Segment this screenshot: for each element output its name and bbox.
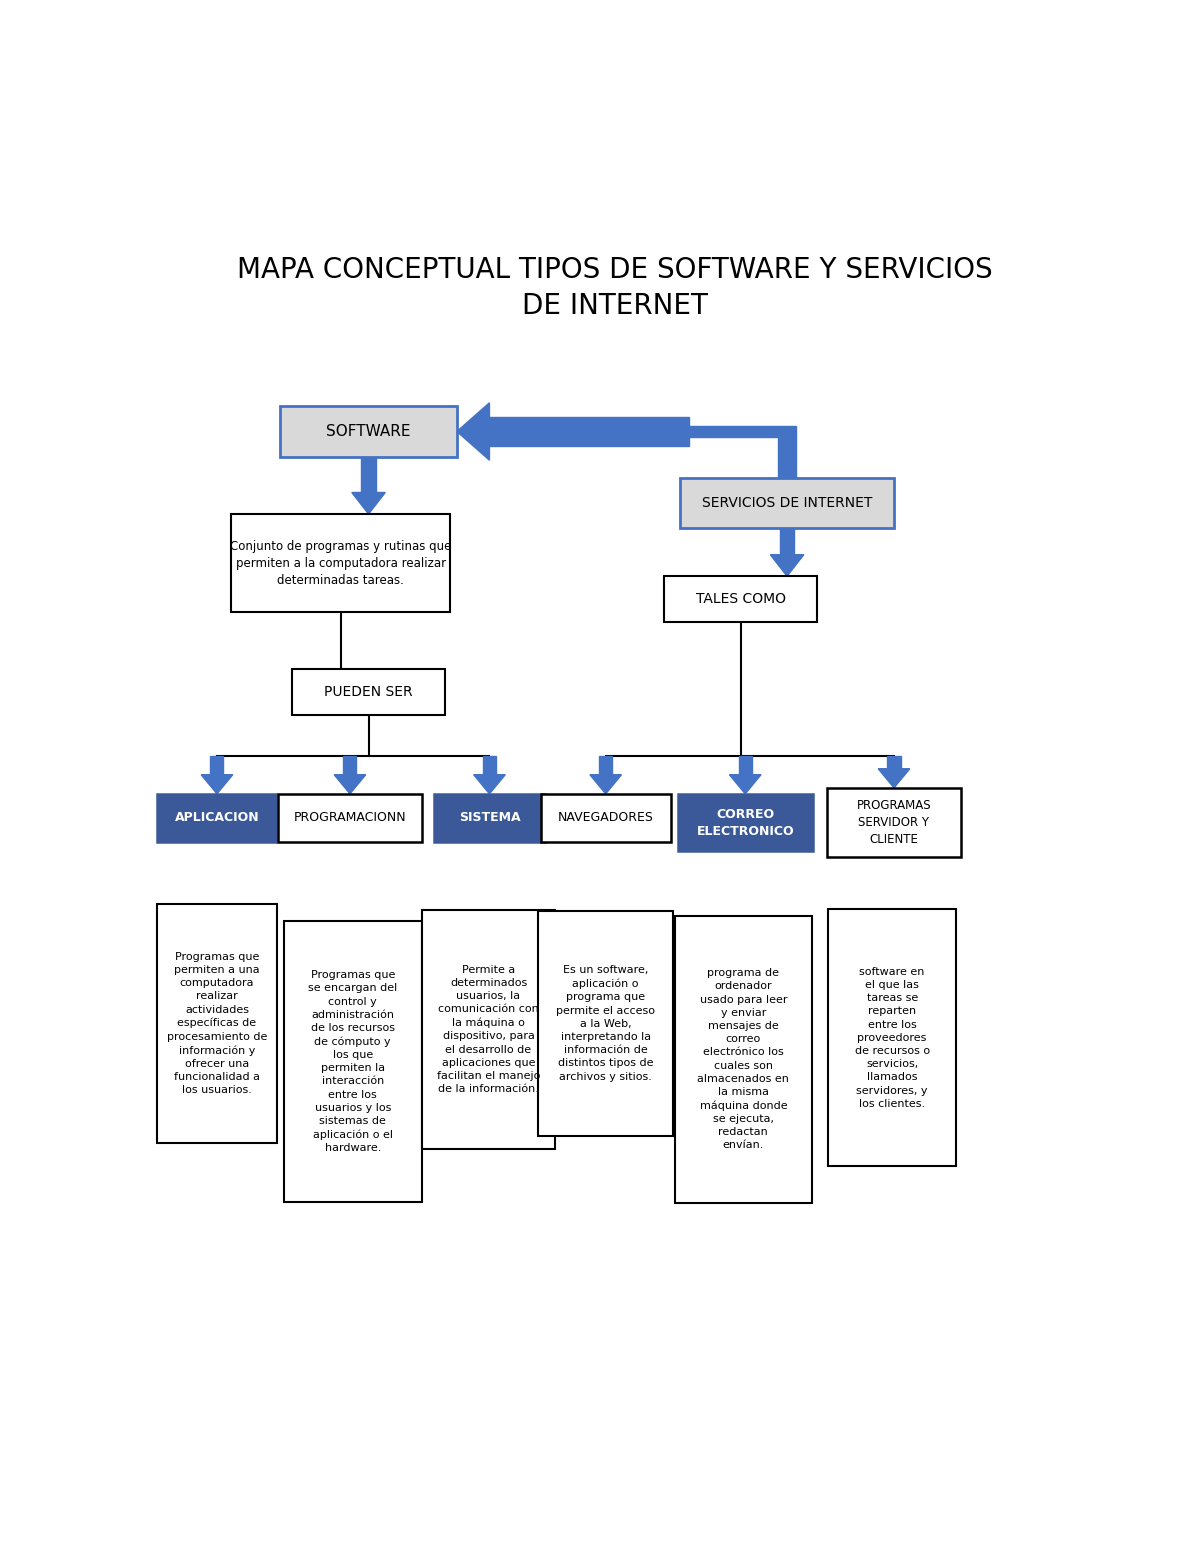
Polygon shape (778, 426, 797, 528)
FancyBboxPatch shape (678, 794, 812, 851)
FancyBboxPatch shape (827, 787, 961, 857)
Polygon shape (343, 756, 356, 775)
FancyBboxPatch shape (232, 514, 450, 612)
Polygon shape (590, 775, 622, 794)
Polygon shape (599, 756, 612, 775)
Polygon shape (210, 756, 223, 775)
FancyBboxPatch shape (278, 794, 422, 842)
Text: SOFTWARE: SOFTWARE (326, 424, 410, 439)
Polygon shape (490, 416, 690, 446)
FancyBboxPatch shape (281, 407, 457, 457)
Polygon shape (474, 775, 505, 794)
Text: SERVICIOS DE INTERNET: SERVICIOS DE INTERNET (702, 497, 872, 511)
Text: Conjunto de programas y rutinas que
permiten a la computadora realizar
determina: Conjunto de programas y rutinas que perm… (230, 539, 451, 587)
Polygon shape (457, 402, 490, 460)
FancyBboxPatch shape (540, 794, 671, 842)
Polygon shape (334, 775, 366, 794)
Polygon shape (202, 775, 233, 794)
FancyBboxPatch shape (284, 921, 421, 1202)
Text: PROGRAMAS
SERVIDOR Y
CLIENTE: PROGRAMAS SERVIDOR Y CLIENTE (857, 800, 931, 846)
Polygon shape (361, 457, 376, 492)
FancyBboxPatch shape (674, 916, 812, 1202)
Text: Permite a
determinados
usuarios, la
comunicación con
la máquina o
dispositivo, p: Permite a determinados usuarios, la comu… (437, 964, 540, 1095)
Text: MAPA CONCEPTUAL TIPOS DE SOFTWARE Y SERVICIOS: MAPA CONCEPTUAL TIPOS DE SOFTWARE Y SERV… (238, 256, 992, 284)
Polygon shape (352, 492, 385, 514)
Text: SISTEMA: SISTEMA (458, 811, 521, 825)
Polygon shape (730, 775, 761, 794)
Polygon shape (739, 756, 751, 775)
Text: PUEDEN SER: PUEDEN SER (324, 685, 413, 699)
Text: APLICACION: APLICACION (175, 811, 259, 825)
Polygon shape (690, 426, 778, 438)
FancyBboxPatch shape (433, 794, 545, 842)
FancyBboxPatch shape (539, 912, 673, 1135)
Text: TALES COMO: TALES COMO (696, 592, 786, 606)
Polygon shape (780, 528, 794, 554)
FancyBboxPatch shape (680, 478, 894, 528)
Text: Es un software,
aplicación o
programa que
permite el acceso
a la Web,
interpreta: Es un software, aplicación o programa qu… (557, 966, 655, 1081)
Text: Programas que
permiten a una
computadora
realizar
actividades
específicas de
pro: Programas que permiten a una computadora… (167, 952, 268, 1095)
Text: NAVEGADORES: NAVEGADORES (558, 811, 654, 825)
Polygon shape (770, 554, 804, 576)
Polygon shape (482, 756, 496, 775)
Text: Programas que
se encargan del
control y
administración
de los recursos
de cómput: Programas que se encargan del control y … (308, 971, 397, 1154)
FancyBboxPatch shape (156, 904, 277, 1143)
FancyBboxPatch shape (422, 910, 554, 1149)
FancyBboxPatch shape (292, 669, 445, 714)
FancyBboxPatch shape (664, 576, 817, 621)
Polygon shape (878, 769, 910, 787)
Text: software en
el que las
tareas se
reparten
entre los
proveedores
de recursos o
se: software en el que las tareas se reparte… (854, 968, 930, 1109)
Polygon shape (888, 756, 900, 769)
Text: programa de
ordenador
usado para leer
y enviar
mensajes de
correo
electrónico lo: programa de ordenador usado para leer y … (697, 968, 790, 1151)
Text: CORREO
ELECTRONICO: CORREO ELECTRONICO (696, 808, 794, 837)
FancyBboxPatch shape (157, 794, 276, 842)
FancyBboxPatch shape (828, 909, 956, 1166)
Text: PROGRAMACIONN: PROGRAMACIONN (294, 811, 407, 825)
Text: DE INTERNET: DE INTERNET (522, 292, 708, 320)
